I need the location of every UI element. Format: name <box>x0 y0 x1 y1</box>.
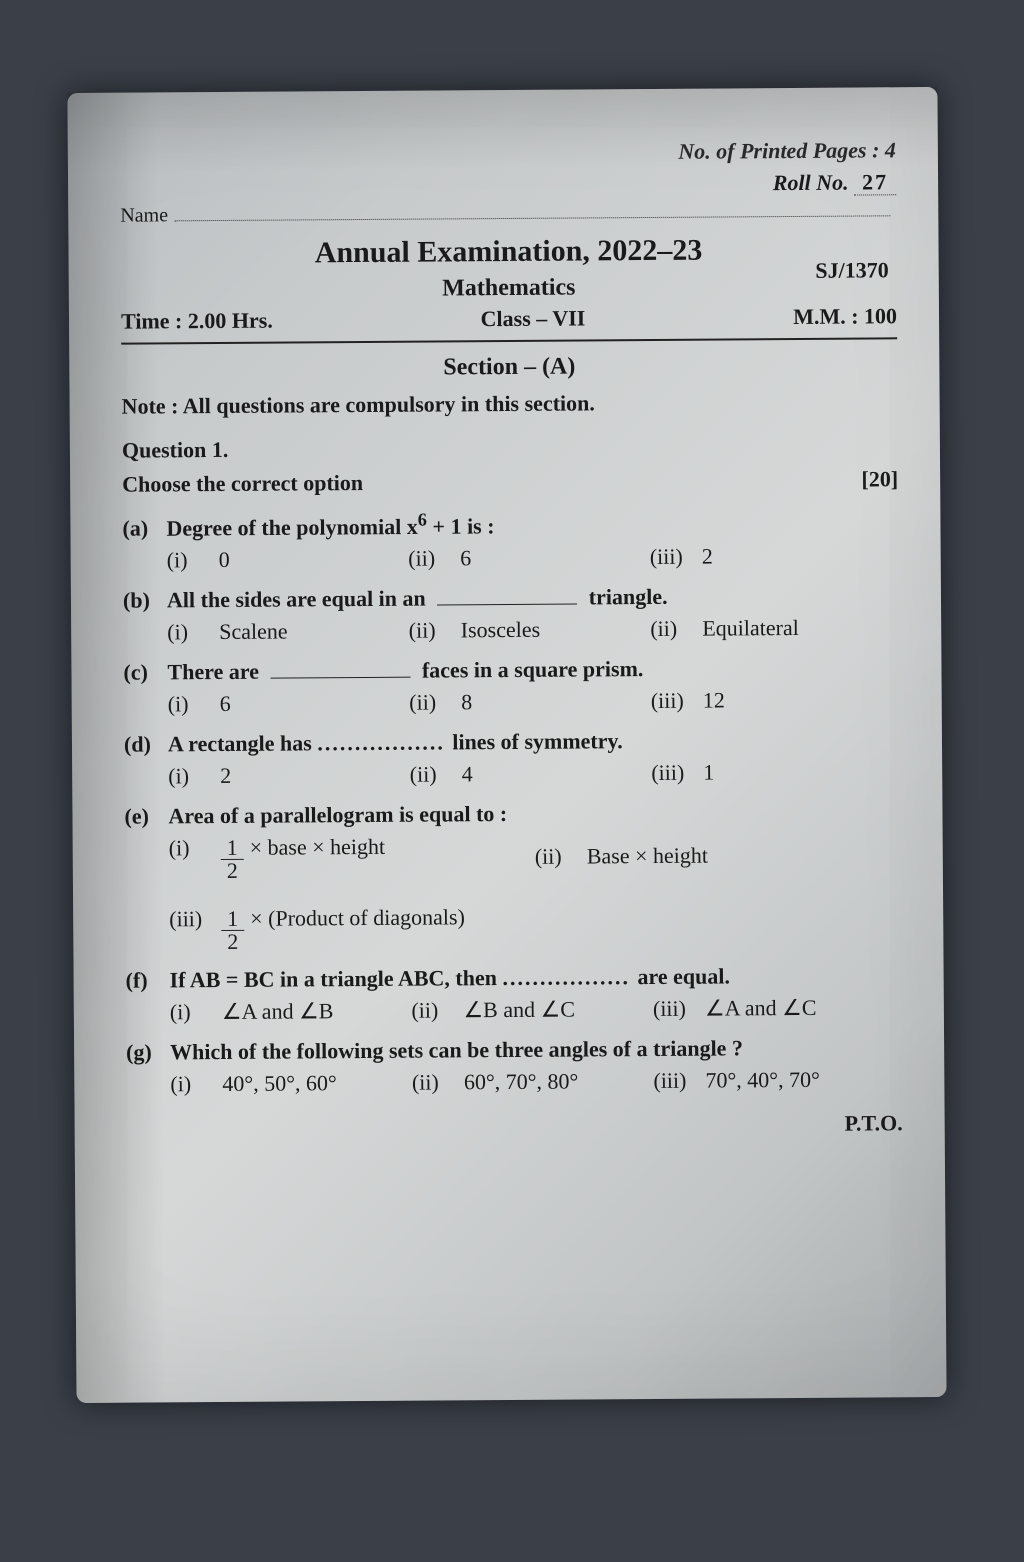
item-g-opt-ii: (ii)60°, 70°, 80° <box>412 1068 654 1096</box>
exam-title: Annual Examination, 2022–23 <box>120 232 896 271</box>
class-label: Class – VII <box>480 305 585 332</box>
item-f-tag: (f) <box>126 968 170 994</box>
blank-b <box>437 604 577 606</box>
exam-code: SJ/1370 <box>815 257 889 284</box>
instruction-row: Choose the correct option [20] <box>122 466 898 497</box>
name-fill <box>174 215 890 221</box>
item-a-opt-i: (i)0 <box>167 546 409 574</box>
blank-c <box>270 677 410 679</box>
item-e-opt-iii: (iii) 1 2 × (Product of diagonals) <box>169 902 901 954</box>
item-c-stem: (c) There are faces in a square prism. <box>123 655 899 686</box>
roll-label: Roll No. <box>773 170 849 196</box>
item-e-opt-ii: (ii) Base × height <box>535 841 901 870</box>
item-e-text: Area of a parallelogram is equal to : <box>168 801 507 829</box>
instruction: Choose the correct option <box>122 470 363 498</box>
item-a-tag: (a) <box>122 516 166 542</box>
item-g-stem: (g) Which of the following sets can be t… <box>126 1035 902 1066</box>
dots-f: ................. <box>502 964 637 990</box>
name-label: Name <box>120 204 168 227</box>
item-d-tag: (d) <box>124 732 168 758</box>
item-e-tag: (e) <box>124 804 168 830</box>
item-d-opts: (i)2 (ii)4 (iii)1 <box>168 759 900 790</box>
dots-d: ................. <box>317 730 452 756</box>
item-a-text: Degree of the polynomial x6 + 1 is : <box>166 509 494 542</box>
item-f-opt-ii: (ii)∠B and ∠C <box>411 996 653 1024</box>
item-b-opts: (i)Scalene (ii)Isosceles (ii)Equilateral <box>167 615 899 646</box>
item-a-stem: (a) Degree of the polynomial x6 + 1 is : <box>122 506 898 542</box>
item-c-opt-iii: (iii)12 <box>651 687 893 715</box>
item-f-opt-i: (i)∠A and ∠B <box>170 998 412 1026</box>
item-a-opt-ii: (ii)6 <box>408 544 650 572</box>
item-a-opt-iii: (iii)2 <box>650 543 892 571</box>
item-c-text: There are faces in a square prism. <box>167 656 643 685</box>
item-e-opts: (i) 1 2 × base × height (ii) Base × heig… <box>169 831 902 954</box>
note: Note : All questions are compulsory in t… <box>122 388 898 419</box>
item-f-opt-iii: (iii)∠A and ∠C <box>653 995 895 1023</box>
item-f-text: If AB = BC in a triangle ABC, then .....… <box>170 964 730 994</box>
marks: [20] <box>861 466 898 492</box>
exam-page: No. of Printed Pages : 4 Roll No. 27 Nam… <box>67 87 946 1403</box>
item-d-text: A rectangle has ................. lines … <box>168 729 623 758</box>
subject: Mathematics <box>121 272 897 304</box>
printed-pages: No. of Printed Pages : 4 <box>120 137 896 168</box>
roll-line: Roll No. 27 <box>120 169 896 200</box>
divider <box>121 337 897 344</box>
item-c-opt-ii: (ii)8 <box>409 688 651 716</box>
item-e-opt-i: (i) 1 2 × base × height <box>169 833 535 883</box>
question-number: Question 1. <box>122 432 898 463</box>
frac-e-iii: 1 2 <box>221 908 244 953</box>
name-row: Name <box>120 199 896 227</box>
item-c-opts: (i)6 (ii)8 (iii)12 <box>168 687 900 718</box>
pto: P.T.O. <box>127 1111 903 1142</box>
item-b-opt-iii: (ii)Equilateral <box>650 615 892 643</box>
time-class-mm-row: Time : 2.00 Hrs. Class – VII M.M. : 100 <box>121 303 897 334</box>
section-label: Section – (A) <box>121 351 897 383</box>
item-g-opts: (i)40°, 50°, 60° (ii)60°, 70°, 80° (iii)… <box>170 1067 902 1098</box>
item-e-stem: (e) Area of a parallelogram is equal to … <box>124 799 900 830</box>
mm-label: M.M. : 100 <box>793 303 897 330</box>
item-d-opt-ii: (ii)4 <box>410 760 652 788</box>
item-c-tag: (c) <box>123 660 167 686</box>
item-g-tag: (g) <box>126 1040 170 1066</box>
item-g-opt-iii: (iii)70°, 40°, 70° <box>653 1067 895 1095</box>
item-b-opt-i: (i)Scalene <box>167 618 409 646</box>
item-f-opts: (i)∠A and ∠B (ii)∠B and ∠C (iii)∠A and ∠… <box>170 995 902 1026</box>
item-b-text: All the sides are equal in an triangle. <box>167 584 668 613</box>
roll-value: 27 <box>854 169 896 195</box>
time-label: Time : 2.00 Hrs. <box>121 308 273 335</box>
item-g-text: Which of the following sets can be three… <box>170 1036 743 1066</box>
frac-e-i: 1 2 <box>221 837 244 882</box>
header-top-right: No. of Printed Pages : 4 Roll No. 27 <box>120 137 896 200</box>
item-c-opt-i: (i)6 <box>168 690 410 718</box>
item-a-opts: (i)0 (ii)6 (iii)2 <box>167 543 899 574</box>
item-b-opt-ii: (ii)Isosceles <box>409 616 651 644</box>
item-b-stem: (b) All the sides are equal in an triang… <box>123 583 899 614</box>
item-d-stem: (d) A rectangle has ................. li… <box>124 727 900 758</box>
item-b-tag: (b) <box>123 588 167 614</box>
item-d-opt-i: (i)2 <box>168 762 410 790</box>
item-f-stem: (f) If AB = BC in a triangle ABC, then .… <box>126 963 902 994</box>
item-d-opt-iii: (iii)1 <box>651 759 893 787</box>
item-g-opt-i: (i)40°, 50°, 60° <box>170 1070 412 1098</box>
question-block: (a) Degree of the polynomial x6 + 1 is :… <box>122 506 902 1142</box>
